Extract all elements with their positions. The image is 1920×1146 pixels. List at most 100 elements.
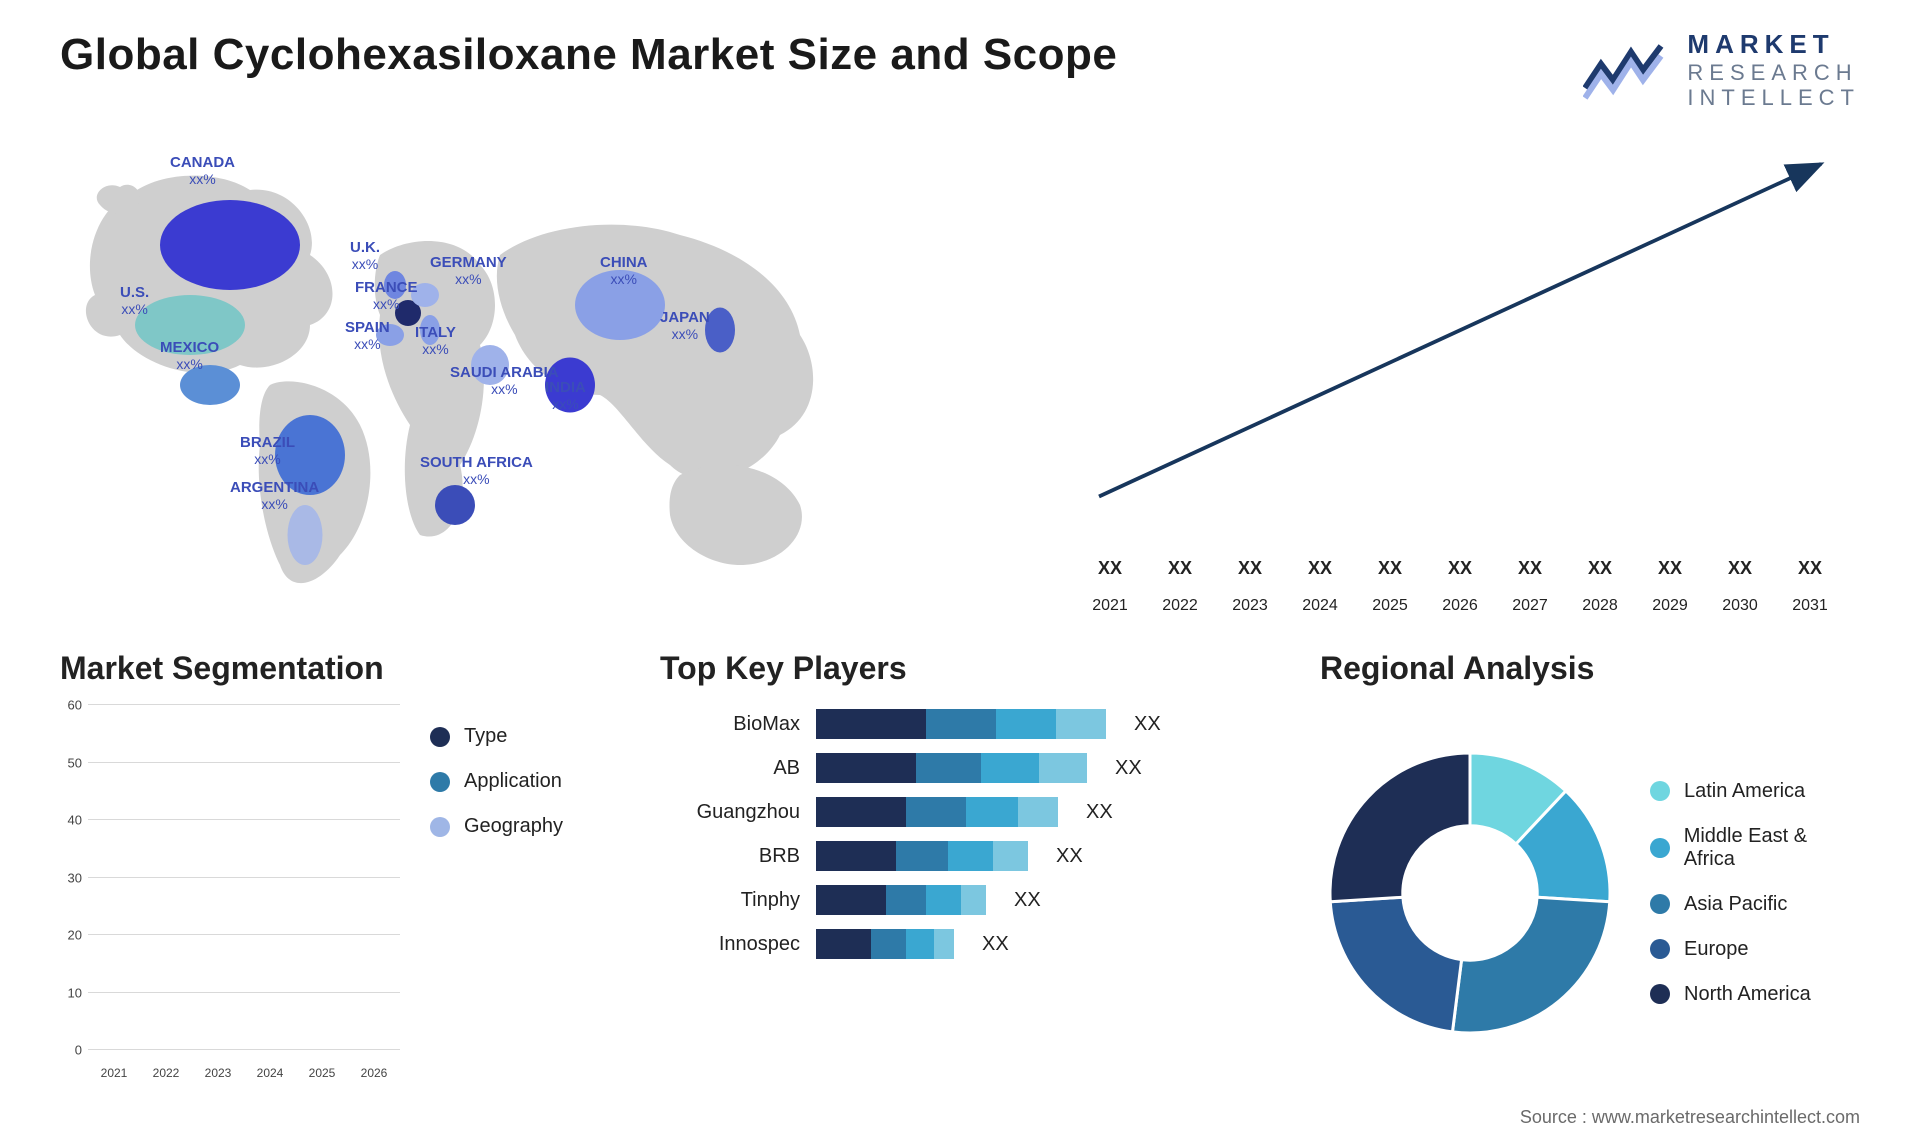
- country-label: INDIAxx%: [545, 380, 586, 412]
- growth-year-label: 2021: [1080, 597, 1140, 615]
- kp-row: InnospecXX: [660, 929, 1280, 959]
- growth-bar: XX: [1710, 558, 1770, 585]
- country-value: xx%: [350, 257, 380, 272]
- upper-row: CANADAxx%U.S.xx%MEXICOxx%BRAZILxx%ARGENT…: [60, 135, 1860, 615]
- country-name: U.K.: [350, 240, 380, 257]
- world-map-panel: CANADAxx%U.S.xx%MEXICOxx%BRAZILxx%ARGENT…: [60, 135, 1020, 615]
- country-label: MEXICOxx%: [160, 340, 219, 372]
- legend-item: Geography: [430, 815, 620, 838]
- growth-bar-value: XX: [1448, 558, 1472, 579]
- seg-year-label: 2025: [300, 1058, 344, 1080]
- legend-label: Europe: [1684, 938, 1749, 961]
- segmentation-legend: Type Application Geography: [430, 705, 620, 1080]
- growth-bar-value: XX: [1098, 558, 1122, 579]
- country-name: U.S.: [120, 285, 149, 302]
- country-name: SOUTH AFRICA: [420, 455, 533, 472]
- growth-year-label: 2025: [1360, 597, 1420, 615]
- legend-item: Europe: [1650, 938, 1860, 961]
- country-label: JAPANxx%: [660, 310, 710, 342]
- regional-title: Regional Analysis: [1320, 650, 1860, 687]
- growth-bar-value: XX: [1728, 558, 1752, 579]
- growth-bar-value: XX: [1378, 558, 1402, 579]
- country-name: BRAZIL: [240, 435, 295, 452]
- legend-dot-icon: [430, 772, 450, 792]
- kp-bar: [816, 753, 1087, 783]
- seg-ytick: 30: [68, 870, 82, 885]
- lower-row: Market Segmentation 0102030405060 202120…: [60, 650, 1860, 1080]
- country-label: U.S.xx%: [120, 285, 149, 317]
- growth-bar: XX: [1640, 558, 1700, 585]
- kp-bar: [816, 929, 954, 959]
- growth-bar-value: XX: [1518, 558, 1542, 579]
- legend-item: Middle East & Africa: [1650, 825, 1860, 871]
- country-name: ARGENTINA: [230, 480, 319, 497]
- regional-legend: Latin America Middle East & Africa Asia Pa…: [1650, 780, 1860, 1006]
- country-value: xx%: [355, 297, 418, 312]
- regional-donut: [1320, 743, 1620, 1043]
- growth-bar-value: XX: [1168, 558, 1192, 579]
- seg-ytick: 20: [68, 928, 82, 943]
- growth-bar-value: XX: [1798, 558, 1822, 579]
- country-value: xx%: [600, 272, 648, 287]
- country-label: SPAINxx%: [345, 320, 390, 352]
- legend-dot-icon: [1650, 781, 1670, 801]
- kp-row: BioMax XX: [660, 709, 1280, 739]
- country-value: xx%: [160, 357, 219, 372]
- kp-row: BRBXX: [660, 841, 1280, 871]
- kp-name: Guangzhou: [660, 801, 800, 824]
- country-label: ITALYxx%: [415, 325, 456, 357]
- growth-year-label: 2023: [1220, 597, 1280, 615]
- seg-ytick: 0: [75, 1043, 82, 1058]
- seg-year-label: 2023: [196, 1058, 240, 1080]
- growth-bar: XX: [1780, 558, 1840, 585]
- growth-year-label: 2030: [1710, 597, 1770, 615]
- country-name: INDIA: [545, 380, 586, 397]
- seg-year-label: 2024: [248, 1058, 292, 1080]
- country-label: CANADAxx%: [170, 155, 235, 187]
- kp-name: Tinphy: [660, 889, 800, 912]
- kp-value: XX: [1134, 713, 1161, 736]
- growth-bar: XX: [1430, 558, 1490, 585]
- kp-bar: [816, 797, 1058, 827]
- growth-bar: XX: [1360, 558, 1420, 585]
- kp-bar: [816, 841, 1028, 871]
- kp-name: BRB: [660, 845, 800, 868]
- legend-dot-icon: [1650, 939, 1670, 959]
- legend-item: Asia Pacific: [1650, 893, 1860, 916]
- seg-year-label: 2022: [144, 1058, 188, 1080]
- seg-ytick: 40: [68, 813, 82, 828]
- seg-year-label: 2021: [92, 1058, 136, 1080]
- country-label: FRANCExx%: [355, 280, 418, 312]
- legend-item: North America: [1650, 983, 1860, 1006]
- brand-logo: MARKET RESEARCH INTELLECT: [1583, 30, 1860, 110]
- country-label: SAUDI ARABIAxx%: [450, 365, 559, 397]
- key-players-title: Top Key Players: [660, 650, 1280, 687]
- kp-value: XX: [1115, 757, 1142, 780]
- legend-item: Type: [430, 725, 620, 748]
- key-players-chart: BioMaxXXABXXGuangzhouXXBRBXXTinphyXXInno…: [660, 705, 1280, 1080]
- country-value: xx%: [660, 327, 710, 342]
- seg-year-label: 2026: [352, 1058, 396, 1080]
- legend-label: Middle East & Africa: [1684, 825, 1860, 871]
- growth-bar: XX: [1150, 558, 1210, 585]
- legend-item: Application: [430, 770, 620, 793]
- kp-row: TinphyXX: [660, 885, 1280, 915]
- country-value: xx%: [240, 452, 295, 467]
- kp-row: ABXX: [660, 753, 1280, 783]
- legend-item: Latin America: [1650, 780, 1860, 803]
- segmentation-panel: Market Segmentation 0102030405060 202120…: [60, 650, 620, 1080]
- seg-ytick: 10: [68, 985, 82, 1000]
- growth-bar: XX: [1220, 558, 1280, 585]
- key-players-panel: Top Key Players BioMaxXXABXXGuangzhouXXB…: [660, 650, 1280, 1080]
- kp-name: BioMax: [660, 713, 800, 736]
- source-label: Source : www.marketresearchintellect.com: [1520, 1107, 1860, 1128]
- country-name: CANADA: [170, 155, 235, 172]
- country-name: MEXICO: [160, 340, 219, 357]
- legend-dot-icon: [1650, 894, 1670, 914]
- brand-line2: RESEARCH: [1687, 60, 1860, 85]
- growth-chart-panel: XXXXXXXXXXXXXXXXXXXXXX 20212022202320242…: [1060, 135, 1860, 615]
- growth-bar: XX: [1290, 558, 1350, 585]
- page-title: Global Cyclohexasiloxane Market Size and…: [60, 30, 1117, 80]
- country-name: JAPAN: [660, 310, 710, 327]
- growth-bar-value: XX: [1238, 558, 1262, 579]
